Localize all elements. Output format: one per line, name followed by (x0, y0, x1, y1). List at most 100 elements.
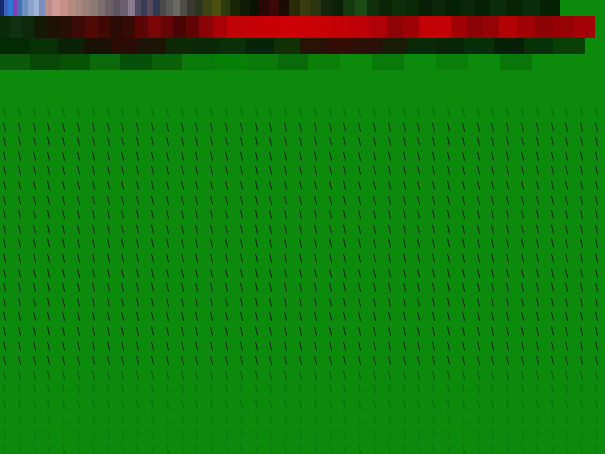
transition-band-cell (152, 54, 182, 70)
title-bar-cell (147, 0, 153, 16)
glyph-mark: / (413, 223, 426, 236)
glyph-mark: / (532, 340, 544, 353)
glyph-mark: / (162, 164, 174, 178)
glyph-mark: / (428, 208, 441, 222)
glyph-mark: / (295, 267, 307, 280)
glyph-mark: / (428, 164, 441, 178)
glyph-mark: / (591, 369, 603, 382)
glyph-mark: / (487, 281, 500, 295)
glyph-mark: / (428, 310, 441, 324)
glyph-mark: / (28, 106, 41, 119)
glyph-mark: / (517, 164, 529, 178)
glyph-mark: / (413, 354, 426, 368)
glyph-mark: / (576, 121, 589, 134)
glyph-mark: / (428, 194, 441, 207)
glyph-mark: / (398, 413, 411, 426)
glyph-mark: / (176, 252, 189, 265)
glyph-mark: / (102, 296, 115, 309)
glyph-mark: / (398, 252, 411, 265)
glyph-mark: / (517, 194, 529, 207)
glyph-mark: / (221, 310, 233, 324)
glyph-mark: / (0, 340, 11, 353)
glyph-mark: / (0, 442, 11, 454)
glyph-mark: / (206, 281, 219, 295)
glyph-mark: / (384, 281, 396, 295)
transition-band-cell (404, 54, 436, 70)
glyph-mark: / (561, 223, 574, 236)
glyph-mark: / (532, 369, 544, 382)
glyph-mark: / (265, 135, 278, 149)
glyph-mark: / (458, 135, 470, 149)
glyph-mark: / (221, 296, 233, 309)
glyph-mark: / (428, 340, 441, 353)
glyph-mark: / (369, 150, 381, 163)
glyph-mark: / (502, 164, 515, 178)
glyph-mark: / (354, 413, 367, 426)
glyph-mark: / (339, 383, 352, 397)
glyph-mark: / (472, 267, 485, 280)
title-bar-cell (75, 0, 82, 16)
red-banner-cell (517, 16, 535, 38)
glyph-mark: / (384, 164, 396, 178)
glyph-mark: / (73, 325, 85, 338)
red-alert-banner[interactable] (0, 16, 605, 38)
glyph-mark: / (591, 194, 603, 207)
glyph-mark: / (162, 223, 174, 236)
glyph-mark: / (43, 369, 56, 382)
glyph-mark: / (472, 237, 485, 251)
glyph-mark: / (428, 150, 441, 163)
glyph-mark: / (517, 325, 529, 338)
glyph-mark: / (487, 252, 500, 265)
glyph-mark: / (413, 383, 426, 397)
title-bar-cell (269, 0, 279, 16)
transition-band-cell (182, 54, 214, 70)
glyph-mark: / (117, 252, 130, 265)
glyph-mark: / (295, 413, 307, 426)
title-bar-cell (4, 0, 8, 16)
glyph-mark: / (443, 179, 455, 192)
glyph-mark: / (191, 325, 204, 338)
glyph-mark: / (576, 179, 589, 192)
main-viewport-green[interactable]: / / / / / / / / / / / / / / / / / / / / / / / / / / / / / / / / / / / / / / / /… (0, 70, 605, 454)
glyph-mark: / (102, 223, 115, 236)
glyph-mark: / (576, 106, 589, 119)
glyph-mark: / (147, 383, 159, 397)
glyph-mark: / (280, 237, 293, 251)
glyph-mark: / (472, 442, 485, 454)
glyph-mark: / (339, 369, 352, 382)
glyph-mark: / (295, 383, 307, 397)
glyph-mark: / (591, 281, 603, 295)
glyph-mark: / (354, 164, 367, 178)
title-bar-cell (321, 0, 332, 16)
glyph-mark: / (458, 164, 470, 178)
glyph-mark: / (265, 296, 278, 309)
glyph-mark: / (265, 121, 278, 134)
glyph-mark: / (88, 442, 100, 454)
glyph-mark: / (250, 135, 263, 149)
glyph-mark: / (502, 383, 515, 397)
glyph-mark: / (517, 442, 529, 454)
glyph-mark: / (517, 208, 529, 222)
glyph-mark: / (117, 150, 130, 163)
glyph-mark: / (206, 354, 219, 368)
glyph-mark: / (384, 369, 396, 382)
glyph-mark: / (295, 164, 307, 178)
glyph-mark: / (458, 121, 470, 134)
glyph-mark: / (280, 135, 293, 149)
transition-band-cell (308, 54, 340, 70)
glyph-mark: / (324, 267, 337, 280)
glyph-mark: / (428, 383, 441, 397)
title-bar-strip[interactable] (0, 0, 605, 16)
glyph-mark: / (221, 223, 233, 236)
red-banner-cell (403, 16, 419, 38)
glyph-mark: / (591, 135, 603, 149)
glyph-mark: / (28, 296, 41, 309)
glyph-mark: / (191, 150, 204, 163)
glyph-mark: / (280, 208, 293, 222)
glyph-mark: / (458, 427, 470, 441)
glyph-mark: / (369, 164, 381, 178)
title-bar-cell (39, 0, 45, 16)
glyph-mark: / (487, 369, 500, 382)
glyph-mark: / (162, 106, 174, 119)
transition-band-cell (84, 38, 112, 54)
